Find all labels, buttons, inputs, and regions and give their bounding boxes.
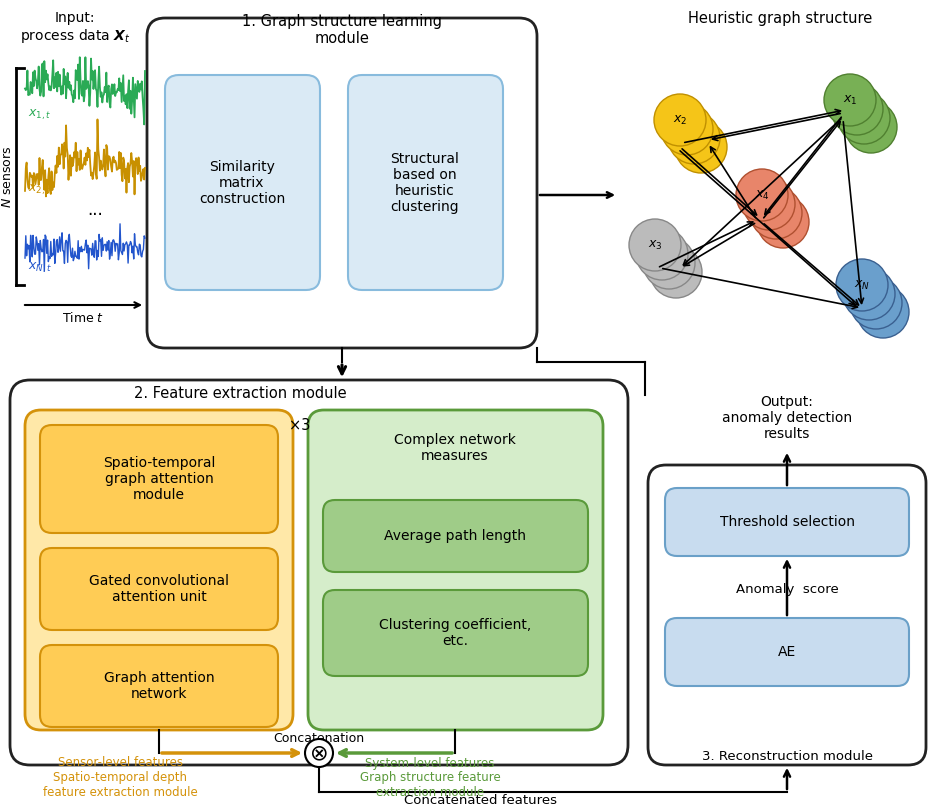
Ellipse shape — [838, 92, 890, 144]
FancyBboxPatch shape — [25, 410, 293, 730]
Text: Heuristic graph structure: Heuristic graph structure — [688, 10, 872, 26]
Text: Concatenation: Concatenation — [274, 732, 365, 745]
FancyBboxPatch shape — [308, 410, 603, 730]
Text: 3. Reconstruction module: 3. Reconstruction module — [701, 750, 872, 763]
Text: Sensor-level features
Spatio-temporal depth
feature extraction module: Sensor-level features Spatio-temporal de… — [42, 757, 197, 800]
Text: ×3: ×3 — [290, 418, 311, 433]
FancyBboxPatch shape — [665, 488, 909, 556]
Ellipse shape — [757, 196, 809, 248]
FancyBboxPatch shape — [40, 548, 278, 630]
Text: $N$ sensors: $N$ sensors — [2, 146, 14, 208]
FancyBboxPatch shape — [348, 75, 503, 290]
Text: $x_1$: $x_1$ — [843, 93, 857, 106]
FancyBboxPatch shape — [323, 590, 588, 676]
Text: $x_2$: $x_2$ — [673, 114, 687, 127]
Ellipse shape — [661, 103, 713, 155]
Text: $x_3$: $x_3$ — [648, 239, 663, 251]
Text: Input:
process data $\boldsymbol{X}_t$: Input: process data $\boldsymbol{X}_t$ — [20, 10, 131, 45]
Text: Spatio-temporal
graph attention
module: Spatio-temporal graph attention module — [102, 456, 215, 502]
FancyBboxPatch shape — [147, 18, 537, 348]
Ellipse shape — [824, 74, 876, 126]
FancyBboxPatch shape — [165, 75, 320, 290]
FancyBboxPatch shape — [323, 500, 588, 572]
Text: 2. Feature extraction module: 2. Feature extraction module — [133, 385, 346, 401]
Text: System-level features
Graph structure feature
extraction module: System-level features Graph structure fe… — [360, 757, 500, 800]
Text: $x_{1,t}$: $x_{1,t}$ — [28, 108, 52, 123]
Text: Anomaly  score: Anomaly score — [736, 584, 838, 596]
Text: Graph attention
network: Graph attention network — [103, 671, 214, 701]
Ellipse shape — [836, 259, 888, 311]
Text: $x_N$: $x_N$ — [854, 278, 870, 292]
Text: AE: AE — [778, 645, 796, 659]
Text: Concatenated features: Concatenated features — [403, 793, 556, 806]
Text: Threshold selection: Threshold selection — [719, 515, 854, 529]
Text: Gated convolutional
attention unit: Gated convolutional attention unit — [89, 574, 229, 604]
Text: Complex network
measures: Complex network measures — [394, 433, 516, 463]
Ellipse shape — [675, 121, 727, 173]
Ellipse shape — [650, 246, 702, 298]
Ellipse shape — [743, 178, 795, 230]
Ellipse shape — [857, 286, 909, 338]
Ellipse shape — [654, 94, 706, 146]
Text: 1. Graph structure learning
module: 1. Graph structure learning module — [242, 14, 442, 46]
Ellipse shape — [643, 237, 695, 289]
FancyBboxPatch shape — [10, 380, 628, 765]
Ellipse shape — [750, 187, 802, 239]
Text: Structural
based on
heuristic
clustering: Structural based on heuristic clustering — [390, 152, 460, 214]
Text: ⊗: ⊗ — [309, 743, 328, 763]
Ellipse shape — [845, 101, 897, 153]
Ellipse shape — [831, 83, 883, 135]
FancyBboxPatch shape — [40, 425, 278, 533]
Text: $x_{N,t}$: $x_{N,t}$ — [28, 261, 53, 275]
Text: Time $t$: Time $t$ — [62, 311, 104, 325]
Text: $x_4$: $x_4$ — [755, 189, 769, 202]
Ellipse shape — [629, 219, 681, 271]
Text: Average path length: Average path length — [384, 529, 526, 543]
Text: Clustering coefficient,
etc.: Clustering coefficient, etc. — [379, 618, 531, 648]
FancyBboxPatch shape — [665, 618, 909, 686]
Text: $x_{2,t}$: $x_{2,t}$ — [28, 183, 52, 197]
Ellipse shape — [850, 277, 902, 329]
Text: Similarity
matrix
construction: Similarity matrix construction — [199, 160, 285, 206]
Ellipse shape — [636, 228, 688, 280]
Text: ...: ... — [87, 201, 102, 219]
Text: Output:
anomaly detection
results: Output: anomaly detection results — [722, 395, 852, 441]
Ellipse shape — [668, 112, 720, 164]
Ellipse shape — [736, 169, 788, 221]
Circle shape — [305, 739, 333, 767]
FancyBboxPatch shape — [648, 465, 926, 765]
FancyBboxPatch shape — [40, 645, 278, 727]
Ellipse shape — [843, 268, 895, 320]
